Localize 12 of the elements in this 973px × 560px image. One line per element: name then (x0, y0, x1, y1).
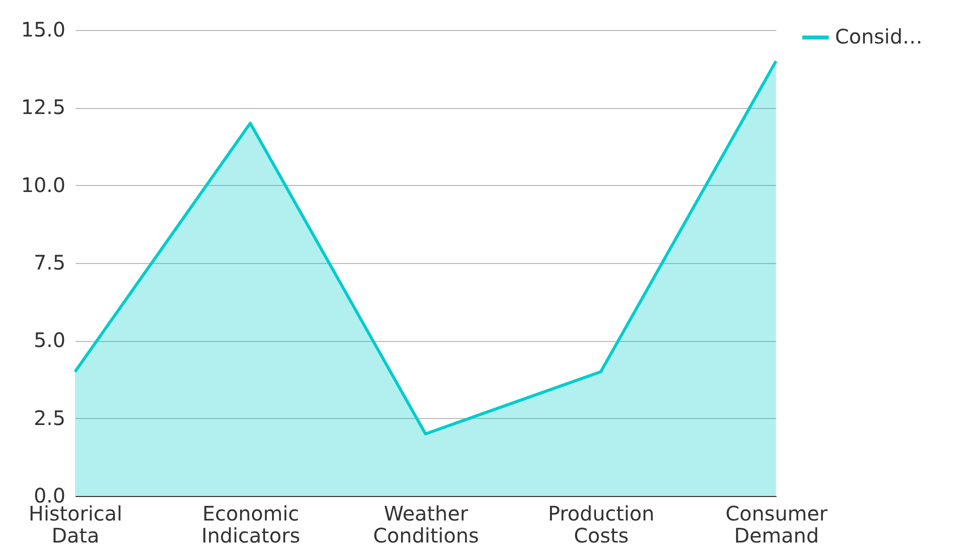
y-tick-label: 7.5 (34, 250, 66, 274)
x-tick-label: Weather Conditions (373, 502, 479, 548)
x-tick-label: Economic Indicators (201, 502, 300, 548)
y-tick-label: 2.5 (34, 406, 66, 430)
y-tick-label: 5.0 (34, 328, 66, 352)
y-tick-label: 12.5 (20, 95, 66, 120)
y-tick-label: 10.0 (20, 172, 66, 197)
x-tick-label: Consumer Demand (726, 502, 828, 548)
legend-label: Consid… (835, 24, 923, 48)
y-tick-label: 15.0 (20, 18, 66, 42)
x-tick-label: Production Costs (548, 502, 654, 548)
x-tick-label: Historical Data (28, 502, 122, 548)
